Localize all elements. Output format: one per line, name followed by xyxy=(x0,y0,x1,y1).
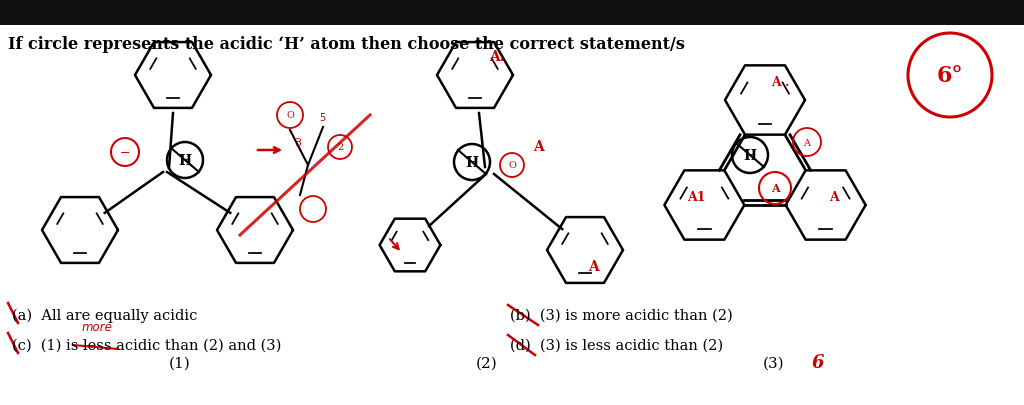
Text: A: A xyxy=(588,259,598,273)
Text: −: − xyxy=(120,146,130,159)
Text: 5: 5 xyxy=(318,113,326,123)
Text: 2: 2 xyxy=(337,143,343,152)
Text: If circle represents the acidic ‘H’ atom then choose the correct statement/s: If circle represents the acidic ‘H’ atom… xyxy=(8,36,685,53)
Text: more: more xyxy=(82,320,113,333)
Text: (1): (1) xyxy=(168,356,190,369)
Text: (b)  (3) is more acidic than (2): (b) (3) is more acidic than (2) xyxy=(510,308,733,322)
Text: (3): (3) xyxy=(762,356,784,369)
Text: H: H xyxy=(743,149,757,162)
Text: (2): (2) xyxy=(475,356,498,369)
Text: 6: 6 xyxy=(812,354,824,371)
Text: 3: 3 xyxy=(295,138,301,148)
Text: A: A xyxy=(771,183,779,194)
Text: A .: A . xyxy=(771,76,790,89)
Bar xyxy=(0,0,1024,26)
Text: (c)  (1) is less acidic than (2) and (3): (c) (1) is less acidic than (2) and (3) xyxy=(12,338,282,352)
Text: A: A xyxy=(532,140,544,153)
Text: H: H xyxy=(466,156,478,170)
Text: A: A xyxy=(804,138,811,147)
Text: 6°: 6° xyxy=(937,65,964,87)
Text: A: A xyxy=(828,190,839,203)
Text: A.: A. xyxy=(489,50,505,64)
Text: (a)  All are equally acidic: (a) All are equally acidic xyxy=(12,308,198,322)
Text: H: H xyxy=(178,153,191,168)
Text: (d)  (3) is less acidic than (2): (d) (3) is less acidic than (2) xyxy=(510,338,723,352)
Text: O: O xyxy=(286,111,294,120)
Text: O: O xyxy=(508,161,516,170)
Text: A1: A1 xyxy=(687,190,706,203)
